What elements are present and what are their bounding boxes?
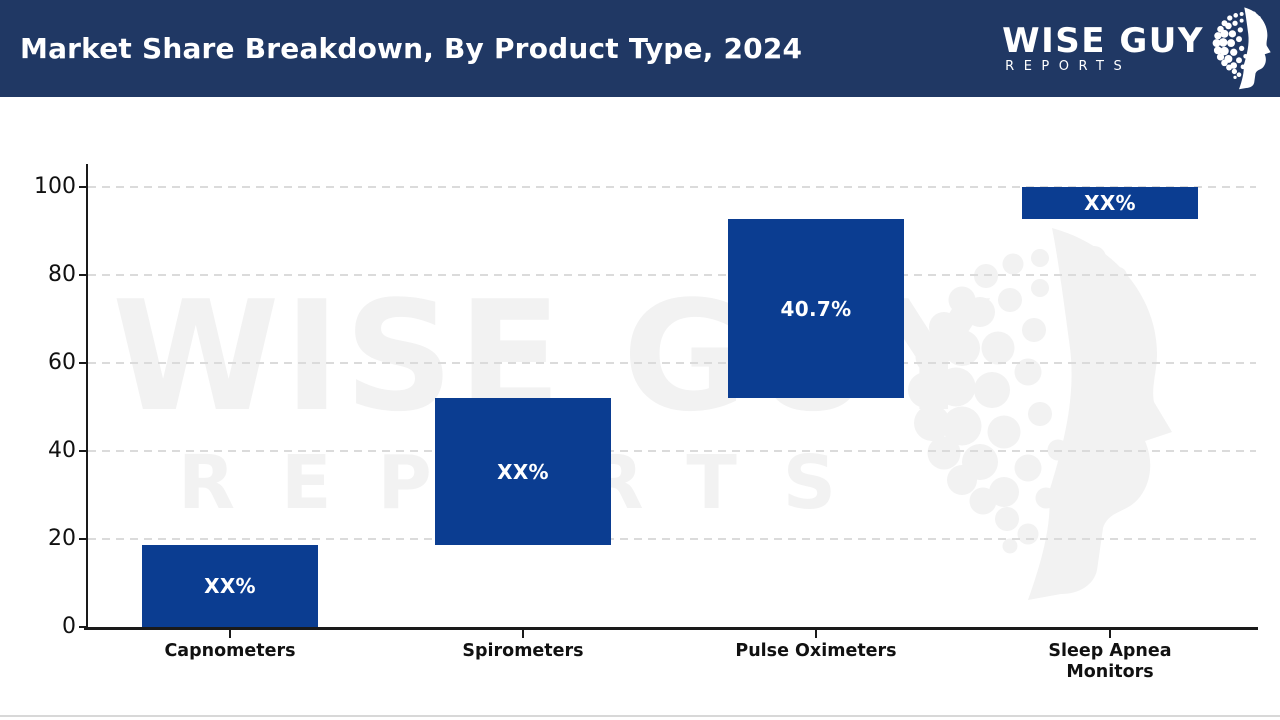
x-axis-tick (522, 630, 524, 638)
category-label: Pulse Oximeters (735, 641, 897, 661)
x-axis-line (84, 627, 1258, 630)
watermark-head-icon (878, 222, 1178, 612)
y-axis-tick-label: 40 (48, 438, 76, 463)
gridline (88, 538, 1256, 540)
gridline (88, 362, 1256, 364)
brand-logo-text: WISE GUY REPORTS (1002, 20, 1204, 75)
bar-value-label: 40.7% (780, 296, 852, 321)
bottom-edge-divider (0, 715, 1280, 717)
brand-name: WISE GUY (1002, 20, 1204, 61)
bar-value-label: XX% (1084, 191, 1136, 216)
wise-guy-head-icon (1206, 6, 1272, 92)
gridline (88, 186, 1256, 188)
y-axis-tick (79, 626, 88, 628)
y-axis-tick-label: 100 (34, 174, 76, 199)
waterfall-bar: XX% (142, 545, 318, 627)
brand-logo: WISE GUY REPORTS (1002, 6, 1272, 92)
y-axis-line (86, 164, 88, 630)
gridline (88, 274, 1256, 276)
y-axis-tick-label: 80 (48, 262, 76, 287)
y-axis-tick (79, 538, 88, 540)
y-axis-tick (79, 362, 88, 364)
category-label: Spirometers (462, 641, 584, 661)
header-bar: Market Share Breakdown, By Product Type,… (0, 0, 1280, 97)
y-axis-tick (79, 450, 88, 452)
y-axis-tick (79, 274, 88, 276)
y-axis-tick-label: 60 (48, 350, 76, 375)
bar-value-label: XX% (204, 574, 256, 599)
category-label: Sleep Apnea Monitors (1048, 641, 1172, 683)
gridline (88, 450, 1256, 452)
page-title: Market Share Breakdown, By Product Type,… (20, 32, 803, 65)
waterfall-bar: XX% (1022, 187, 1198, 220)
x-axis-tick (229, 630, 231, 638)
x-axis-tick (815, 630, 817, 638)
y-axis-tick-label: 0 (62, 614, 76, 639)
bar-value-label: XX% (497, 459, 549, 484)
y-axis-tick-label: 20 (48, 526, 76, 551)
waterfall-bar: XX% (435, 398, 611, 546)
x-axis-tick (1109, 630, 1111, 638)
category-label: Capnometers (164, 641, 296, 661)
y-axis-tick (79, 186, 88, 188)
brand-subtitle: REPORTS (1005, 59, 1132, 75)
waterfall-bar: 40.7% (728, 219, 904, 399)
